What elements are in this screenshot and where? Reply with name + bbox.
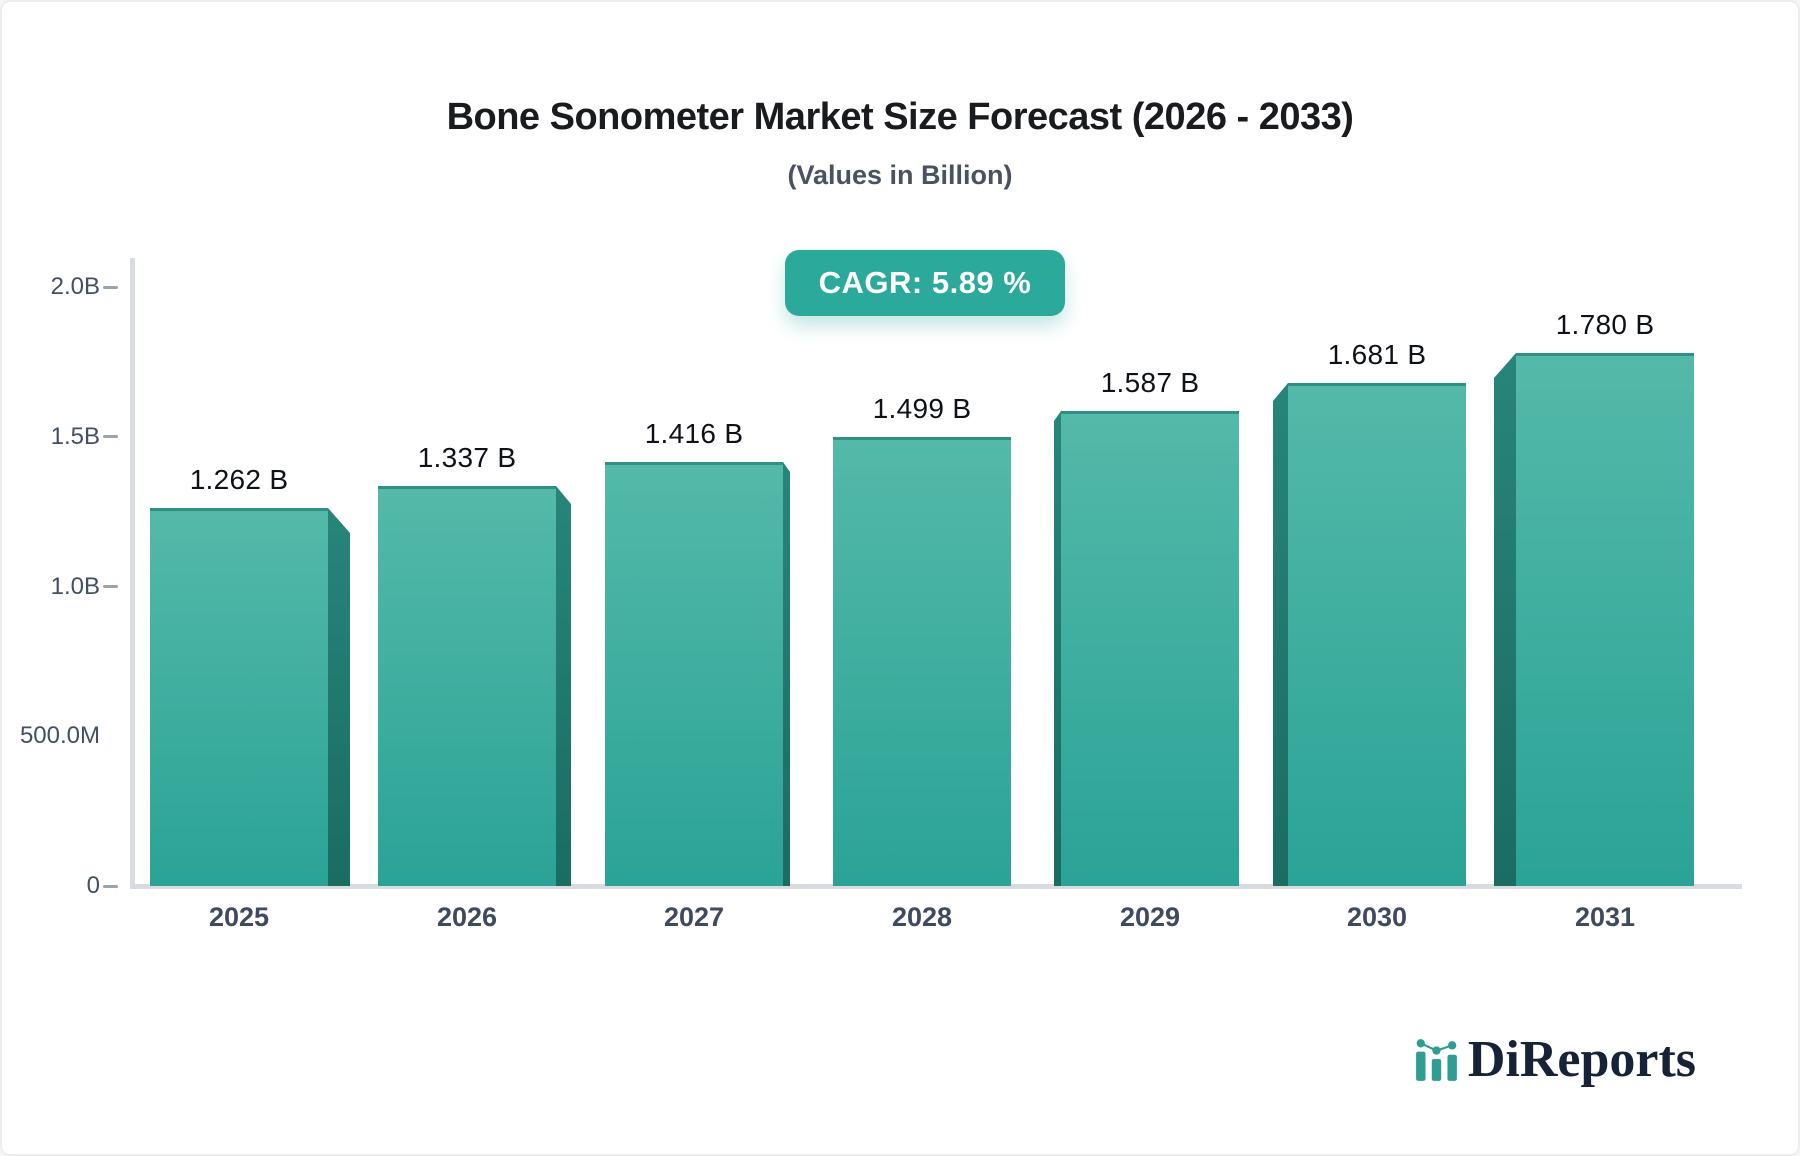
cagr-badge: CAGR: 5.89 % xyxy=(784,250,1066,316)
x-axis-line xyxy=(130,884,1742,889)
bar-value-label: 1.337 B xyxy=(417,442,517,473)
y-tick-label: 500.0M xyxy=(19,722,100,750)
bar-side-face-2025 xyxy=(328,508,350,886)
bar-value-label: 1.262 B xyxy=(189,464,289,495)
x-axis-label-2026: 2026 xyxy=(436,902,498,932)
bar-side-face-2031 xyxy=(1494,353,1516,886)
x-axis-label-2027: 2027 xyxy=(663,902,725,932)
brand-logo: DiReports xyxy=(1414,1030,1696,1090)
bar-value-label: 1.499 B xyxy=(872,393,972,424)
y-tick-dash xyxy=(103,285,118,289)
bar-side-face-2027 xyxy=(783,462,790,886)
bar-2028 xyxy=(833,437,1011,886)
chart-title: Bone Sonometer Market Size Forecast (202… xyxy=(446,96,1354,138)
x-axis-label-2025: 2025 xyxy=(208,902,270,932)
y-tick-dash xyxy=(103,585,118,588)
direports-logo-icon xyxy=(1415,1039,1457,1081)
y-tick-label: 1.5B xyxy=(50,422,100,450)
y-tick-dash xyxy=(103,884,118,888)
brand-logo-text: DiReports xyxy=(1467,1031,1696,1088)
y-tick-label: 1.0B xyxy=(50,572,100,600)
cagr-badge-wrap: CAGR: 5.89 % xyxy=(0,250,1800,316)
y-tick-dash xyxy=(103,435,118,439)
y-axis-line xyxy=(130,258,135,889)
x-axis-label-2031: 2031 xyxy=(1574,902,1636,932)
bar-2029 xyxy=(1061,411,1239,886)
x-axis-label-2030: 2030 xyxy=(1346,902,1408,932)
chart-subtitle: (Values in Billion) xyxy=(787,160,1013,190)
bar-side-face-2029 xyxy=(1054,411,1061,886)
bar-2031 xyxy=(1516,353,1694,886)
bar-value-label: 1.780 B xyxy=(1555,309,1655,340)
bar-2027 xyxy=(605,462,783,886)
bar-2025 xyxy=(150,508,328,886)
bar-value-label: 1.681 B xyxy=(1327,339,1427,370)
y-tick-label: 2.0B xyxy=(50,273,100,300)
bar-side-face-2026 xyxy=(556,486,571,886)
bar-value-label: 1.587 B xyxy=(1100,367,1200,398)
bar-value-label: 1.416 B xyxy=(644,418,744,449)
y-tick-label: 0 xyxy=(86,872,100,899)
bar-side-face-2030 xyxy=(1273,383,1288,886)
bar-2026 xyxy=(378,486,556,886)
x-axis-label-2028: 2028 xyxy=(891,902,953,932)
bar-2030 xyxy=(1288,383,1466,886)
x-axis-label-2029: 2029 xyxy=(1119,902,1181,932)
